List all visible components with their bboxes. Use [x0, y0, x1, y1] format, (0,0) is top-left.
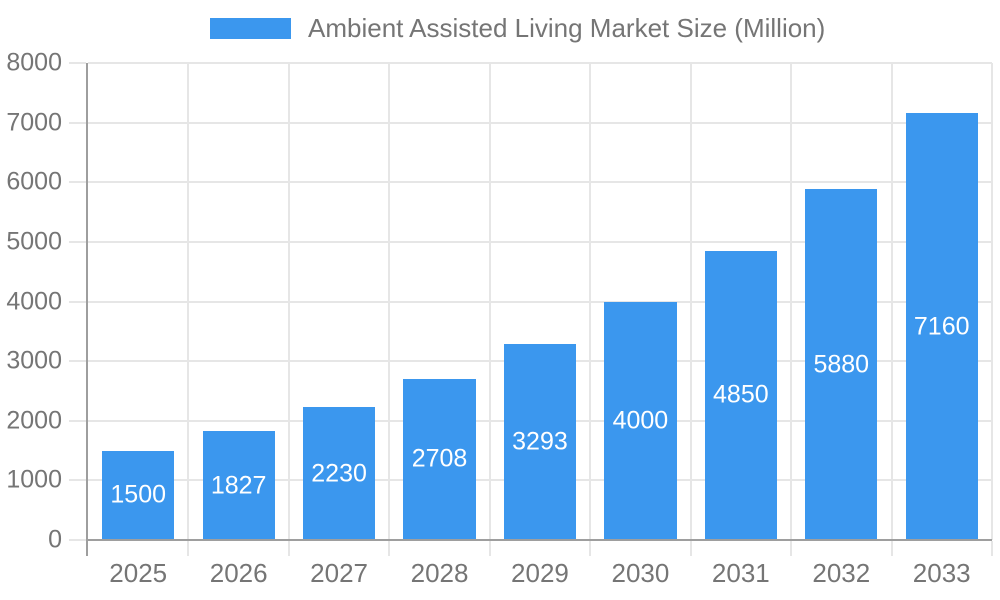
h-gridline: [88, 300, 992, 303]
x-tick-label: 2027: [310, 558, 369, 588]
y-axis-labels: 0 1000 2000 3000 4000 5000 6000 7000 8000: [0, 50, 62, 552]
y-tick-label: 1000: [6, 465, 62, 494]
legend-swatch-icon: [210, 18, 291, 39]
x-axis-line: [86, 539, 992, 541]
h-gridline: [88, 240, 992, 243]
x-tick-mark: [689, 541, 692, 556]
y-tick-label: 3000: [6, 346, 62, 375]
bar-2027[interactable]: 2230: [302, 407, 376, 540]
bar-2030[interactable]: 4000: [604, 301, 677, 540]
bar-value-label: 2230: [311, 459, 367, 488]
v-gridline: [589, 63, 592, 540]
v-gridline: [991, 63, 993, 540]
x-tick-label: 2026: [209, 558, 268, 588]
v-gridline: [890, 63, 893, 540]
y-tick-mark: [69, 360, 86, 363]
h-gridline: [88, 121, 992, 124]
y-tick-label: 7000: [6, 108, 62, 137]
bar-2033[interactable]: 7160: [905, 113, 978, 540]
bar-value-label: 4000: [612, 406, 669, 435]
bar-value-label: 4850: [713, 380, 769, 409]
x-tick-label: 2031: [711, 558, 770, 588]
x-tick-label: 2032: [812, 558, 871, 588]
x-tick-mark: [287, 541, 290, 556]
bar-value-label: 7160: [913, 312, 970, 341]
y-tick-label: 4000: [6, 287, 62, 315]
v-gridline: [187, 63, 190, 540]
y-axis-line: [86, 63, 88, 556]
v-gridline: [388, 63, 391, 540]
bar-slot: 4850: [691, 63, 791, 540]
bar-value-label: 1827: [210, 471, 267, 500]
x-tick-mark: [589, 541, 592, 556]
y-tick-label: 2000: [6, 406, 62, 435]
bar-slot: 1500: [88, 63, 188, 540]
bar-2025[interactable]: 1500: [102, 450, 175, 540]
bar-series: 1500 1827 2230 2708 3293 4000 4850 5880 7160: [88, 63, 992, 540]
bar-2031[interactable]: 4850: [704, 250, 777, 540]
bar-slot: 2708: [389, 63, 489, 540]
y-tick-mark: [69, 62, 86, 64]
y-tick-mark: [69, 181, 86, 184]
x-tick-mark: [388, 541, 391, 556]
y-tick-mark: [69, 539, 86, 541]
bar-2026[interactable]: 1827: [202, 431, 275, 540]
bar-2029[interactable]: 3293: [503, 343, 577, 540]
bar-value-label: 5880: [813, 350, 870, 379]
x-tick-mark: [488, 541, 491, 556]
x-tick-mark: [890, 541, 893, 556]
bar-slot: 1827: [188, 63, 288, 540]
x-tick-label: 2029: [511, 558, 569, 588]
bar-2032[interactable]: 5880: [805, 189, 878, 540]
h-gridline: [88, 62, 992, 64]
x-tick-mark: [187, 541, 190, 556]
y-tick-mark: [69, 300, 86, 303]
bar-slot: 2230: [289, 63, 389, 540]
bar-value-label: 1500: [110, 480, 167, 509]
x-tick-label: 2030: [611, 558, 670, 588]
bar-2028[interactable]: 2708: [403, 378, 476, 540]
y-tick-label: 5000: [6, 227, 62, 256]
x-axis-labels: 2025 2026 2027 2028 2029 2030 2031 2032 2033: [88, 558, 992, 589]
y-tick-mark: [69, 121, 86, 124]
plot-area: 1500 1827 2230 2708 3293 4000 4850 5880 7160: [88, 62, 993, 540]
y-tick-mark: [69, 479, 86, 482]
v-gridline: [689, 63, 692, 540]
x-tick-mark: [991, 541, 993, 556]
bar-slot: 3293: [490, 63, 590, 540]
y-tick-mark: [69, 419, 86, 422]
y-tick-label: 0: [48, 525, 62, 554]
x-tick-label: 2025: [109, 558, 168, 588]
v-gridline: [287, 63, 290, 540]
x-tick-label: 2033: [912, 558, 971, 588]
bar-slot: 5880: [791, 63, 891, 540]
bar-value-label: 3293: [512, 427, 568, 456]
bar-value-label: 2708: [411, 444, 468, 473]
v-gridline: [488, 63, 491, 540]
bar-slot: 4000: [590, 63, 690, 540]
v-gridline: [790, 63, 793, 540]
y-tick-label: 8000: [6, 48, 62, 77]
h-gridline: [88, 181, 992, 184]
x-axis-ticks: [88, 541, 993, 556]
y-tick-label: 6000: [6, 167, 62, 196]
y-axis-ticks: [69, 62, 86, 541]
x-tick-label: 2028: [410, 558, 469, 588]
bar-slot: 7160: [892, 63, 992, 540]
legend-label: Ambient Assisted Living Market Size (Mil…: [308, 13, 826, 43]
x-tick-mark: [790, 541, 793, 556]
legend[interactable]: Ambient Assisted Living Market Size (Mil…: [210, 13, 825, 44]
y-tick-mark: [69, 240, 86, 243]
